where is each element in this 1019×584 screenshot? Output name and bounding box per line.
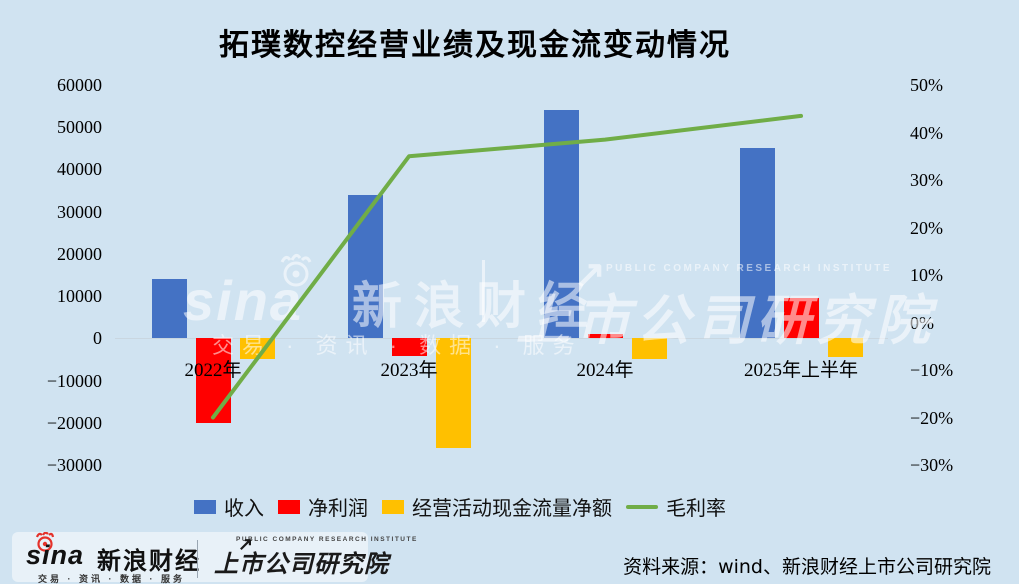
left-axis-tick: −10000 bbox=[46, 370, 102, 391]
left-axis-tick: −30000 bbox=[46, 455, 102, 475]
chart-title: 拓璞数控经营业绩及现金流变动情况 bbox=[219, 29, 731, 62]
footer-divider bbox=[197, 540, 198, 578]
legend-item-revenue: 收入 bbox=[194, 492, 264, 521]
data-source-text: 资料来源：wind、新浪财经上市公司研究院 bbox=[623, 556, 991, 578]
institute-en-label: PUBLIC COMPANY RESEARCH INSTITUTE bbox=[236, 536, 418, 543]
sina-logo-text: sina bbox=[26, 540, 85, 570]
institute-logo-text: 上市公司研究院 bbox=[214, 551, 389, 578]
legend-line-gross-margin bbox=[626, 504, 658, 509]
legend-label-cash-flow: 经营活动现金流量净额 bbox=[412, 498, 612, 520]
right-axis-tick: −20% bbox=[910, 407, 954, 428]
legend-swatch-cash-flow bbox=[382, 499, 404, 514]
left-axis-tick: 0 bbox=[93, 328, 102, 349]
sina-brand: 新浪财经 bbox=[97, 548, 201, 575]
left-axis-tick: 40000 bbox=[57, 159, 102, 180]
right-axis-tick: −30% bbox=[910, 455, 954, 475]
left-axis-tick: 50000 bbox=[57, 117, 102, 138]
bar-cash-flow-3 bbox=[827, 338, 863, 358]
right-axis-tick: 10% bbox=[910, 265, 943, 285]
legend-item-cash-flow: 经营活动现金流量净额 bbox=[382, 492, 612, 521]
right-axis-tick: −10% bbox=[910, 360, 954, 380]
bar-revenue-0 bbox=[151, 279, 187, 339]
legend-label-gross-margin: 毛利率 bbox=[666, 498, 726, 520]
left-axis-tick: 30000 bbox=[57, 201, 102, 222]
legend-label-net-profit: 净利润 bbox=[308, 498, 368, 520]
x-axis-label: 2023年 bbox=[380, 360, 438, 381]
institute-arrow-icon: ↗ bbox=[238, 534, 254, 554]
x-axis-label: 2024年 bbox=[576, 360, 634, 381]
left-axis-tick: 20000 bbox=[57, 243, 102, 264]
legend-label-revenue: 收入 bbox=[224, 498, 264, 520]
legend-item-gross-margin: 毛利率 bbox=[626, 492, 726, 521]
sina-footer-eye-icon bbox=[30, 531, 60, 557]
right-axis-tick: 0% bbox=[910, 312, 934, 333]
x-axis-label: 2022年 bbox=[184, 360, 242, 381]
right-axis-tick: 20% bbox=[910, 217, 943, 238]
sina-tagline: 交易 · 资讯 · 数据 · 服务 bbox=[38, 574, 185, 584]
legend-item-net-profit: 净利润 bbox=[278, 492, 368, 521]
x-axis-label: 2025年上半年 bbox=[743, 360, 859, 381]
right-axis-tick: 40% bbox=[910, 122, 943, 143]
footer-logo-backplate bbox=[12, 532, 368, 582]
left-axis-tick: 10000 bbox=[57, 286, 102, 307]
right-axis-tick: 30% bbox=[910, 170, 943, 190]
legend-swatch-revenue bbox=[194, 499, 216, 514]
left-axis-tick: −20000 bbox=[46, 412, 102, 433]
left-axis-tick: 60000 bbox=[57, 75, 102, 95]
legend: 收入 净利润 经营活动现金流量净额 毛利率 bbox=[0, 492, 920, 521]
footer: sina 新浪财经 交易 · 资讯 · 数据 · 服务 PUBLIC COMPA… bbox=[0, 528, 1019, 584]
legend-swatch-net-profit bbox=[278, 499, 300, 514]
right-axis-tick: 50% bbox=[910, 75, 943, 95]
